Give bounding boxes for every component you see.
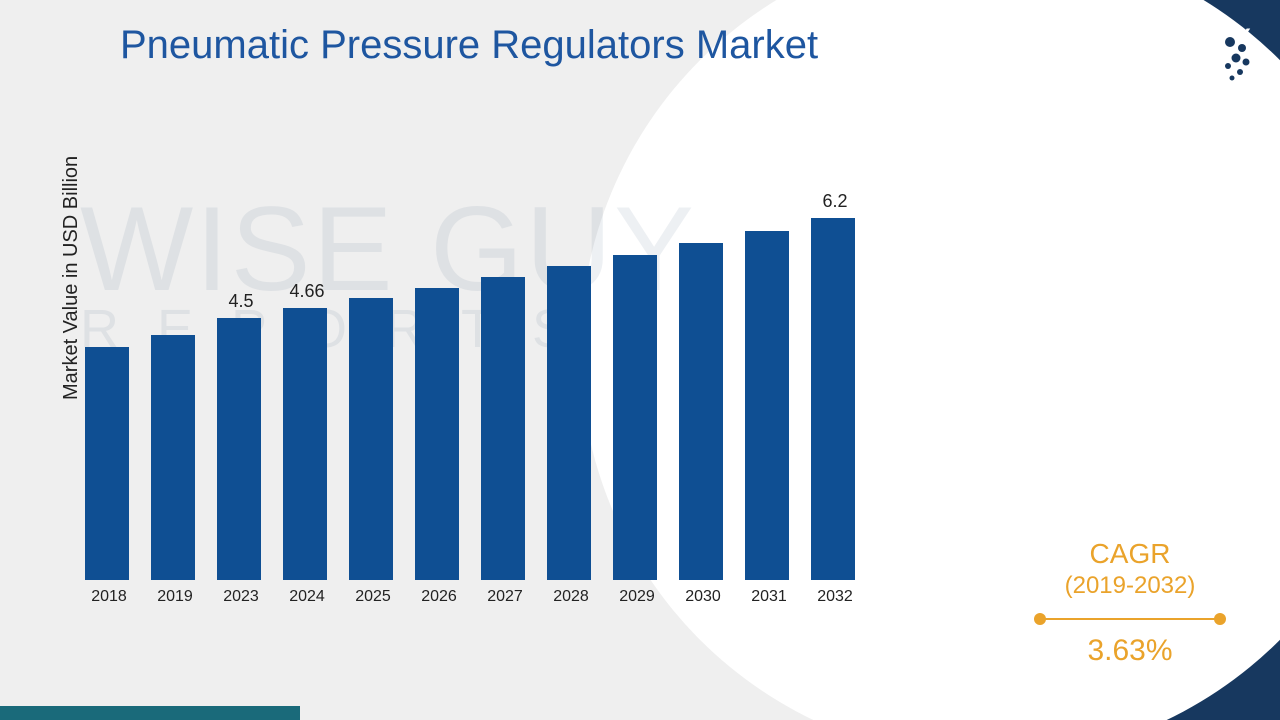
bar <box>415 288 459 580</box>
bar <box>679 243 723 580</box>
brand-logo: WISE GUY R E P O R T S <box>1002 22 1252 76</box>
cagr-value: 3.63% <box>1020 634 1240 668</box>
x-tick-label: 2031 <box>739 588 799 606</box>
bar <box>85 347 129 580</box>
plot-area: 4.5 4.66 6.2 <box>85 160 885 580</box>
x-tick-label: 2032 <box>805 588 865 606</box>
bar-value-label: 4.5 <box>211 291 271 312</box>
bar <box>217 318 261 581</box>
bar-chart: 4.54.666.2 20182019202320242025202620272… <box>85 160 885 620</box>
x-tick-label: 2024 <box>277 588 337 606</box>
bar-value-label: 4.66 <box>277 281 337 302</box>
x-tick-label: 2026 <box>409 588 469 606</box>
divider-dot-right <box>1214 613 1226 625</box>
cagr-years: (2019-2032) <box>1020 572 1240 600</box>
x-tick-label: 2025 <box>343 588 403 606</box>
x-tick-label: 2030 <box>673 588 733 606</box>
x-tick-label: 2019 <box>145 588 205 606</box>
bar <box>481 277 525 580</box>
cagr-box: CAGR (2019-2032) 3.63% <box>1020 538 1240 668</box>
bar <box>151 335 195 580</box>
x-axis-labels: 2018201920232024202520262027202820292030… <box>85 588 885 618</box>
chart-title: Pneumatic Pressure Regulators Market <box>120 22 818 68</box>
x-tick-label: 2029 <box>607 588 667 606</box>
x-tick-label: 2027 <box>475 588 535 606</box>
infographic-stage: WISE GUY REPORTS Pneumatic Pressure Regu… <box>0 0 1280 720</box>
head-icon <box>1190 26 1260 106</box>
bottom-accent-bar <box>0 706 300 720</box>
bar <box>349 298 393 580</box>
bar <box>613 255 657 581</box>
cagr-label: CAGR <box>1020 538 1240 570</box>
divider-dot-left <box>1034 613 1046 625</box>
bar <box>547 266 591 580</box>
x-tick-label: 2023 <box>211 588 271 606</box>
y-axis-label: Market Value in USD Billion <box>60 156 83 400</box>
x-tick-label: 2028 <box>541 588 601 606</box>
cagr-divider <box>1040 618 1220 620</box>
bar <box>811 218 855 580</box>
bar <box>283 308 327 580</box>
x-tick-label: 2018 <box>79 588 139 606</box>
bar <box>745 231 789 580</box>
bar-value-label: 6.2 <box>805 191 865 212</box>
